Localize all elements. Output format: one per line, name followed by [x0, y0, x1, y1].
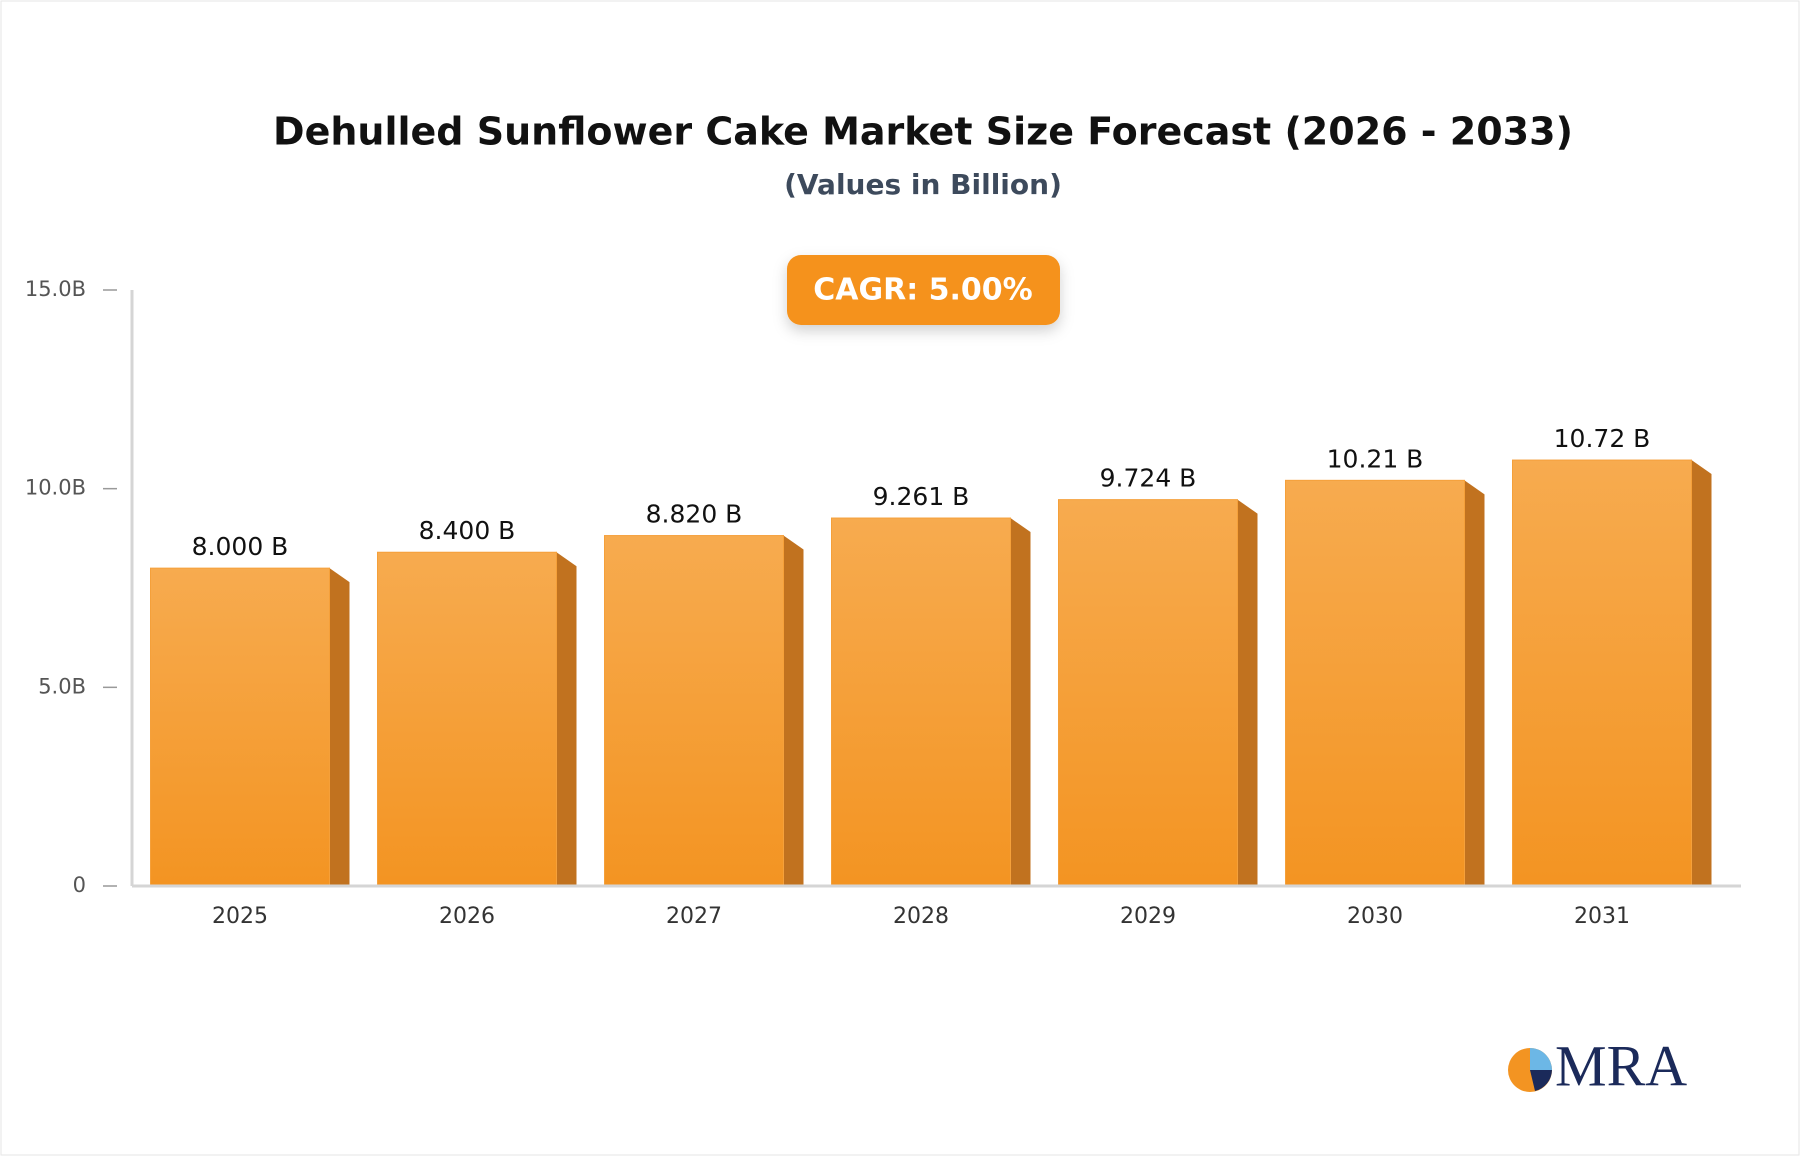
- x-tick-label: 2030: [1347, 904, 1403, 929]
- y-tick-label: 5.0B: [38, 674, 86, 698]
- logo-icon-slice: [1530, 1070, 1552, 1091]
- x-tick-label: 2025: [212, 904, 268, 929]
- y-tick-label: 0: [73, 873, 86, 897]
- value-label: 8.400 B: [419, 516, 516, 545]
- logo: MRA: [1508, 1033, 1687, 1098]
- chart-title: Dehulled Sunflower Cake Market Size Fore…: [273, 110, 1573, 154]
- bar-side: [556, 552, 577, 886]
- x-tick-label: 2026: [439, 904, 495, 929]
- value-label: 9.724 B: [1100, 464, 1197, 493]
- bar-side: [1464, 480, 1485, 886]
- bar: [150, 567, 330, 887]
- bar: [377, 551, 557, 887]
- cagr-badge: [787, 255, 1060, 325]
- bar: [1512, 459, 1692, 887]
- bar-side: [1237, 499, 1258, 886]
- y-tick-label: 15.0B: [25, 277, 86, 301]
- chart-subtitle: (Values in Billion): [784, 168, 1062, 201]
- x-tick-label: 2031: [1574, 904, 1630, 929]
- bar-side: [329, 568, 350, 886]
- logo-text: MRA: [1555, 1033, 1687, 1098]
- value-label: 10.72 B: [1554, 424, 1651, 453]
- value-label: 8.000 B: [192, 532, 289, 561]
- value-label: 8.820 B: [646, 500, 743, 529]
- value-label: 9.261 B: [873, 482, 970, 511]
- bar-side: [783, 535, 804, 886]
- x-tick-label: 2027: [666, 904, 722, 929]
- logo-icon-slice: [1530, 1048, 1552, 1070]
- bar: [1285, 479, 1465, 887]
- bar: [1058, 499, 1238, 887]
- y-tick-label: 10.0B: [25, 476, 86, 500]
- value-label: 10.21 B: [1327, 444, 1424, 473]
- x-tick-label: 2029: [1120, 904, 1176, 929]
- bar: [831, 517, 1011, 887]
- x-tick-label: 2028: [893, 904, 949, 929]
- cagr-text: CAGR: 5.00%: [813, 273, 1032, 308]
- bar-side: [1691, 460, 1712, 886]
- bar: [604, 535, 784, 887]
- bar-side: [1010, 518, 1031, 886]
